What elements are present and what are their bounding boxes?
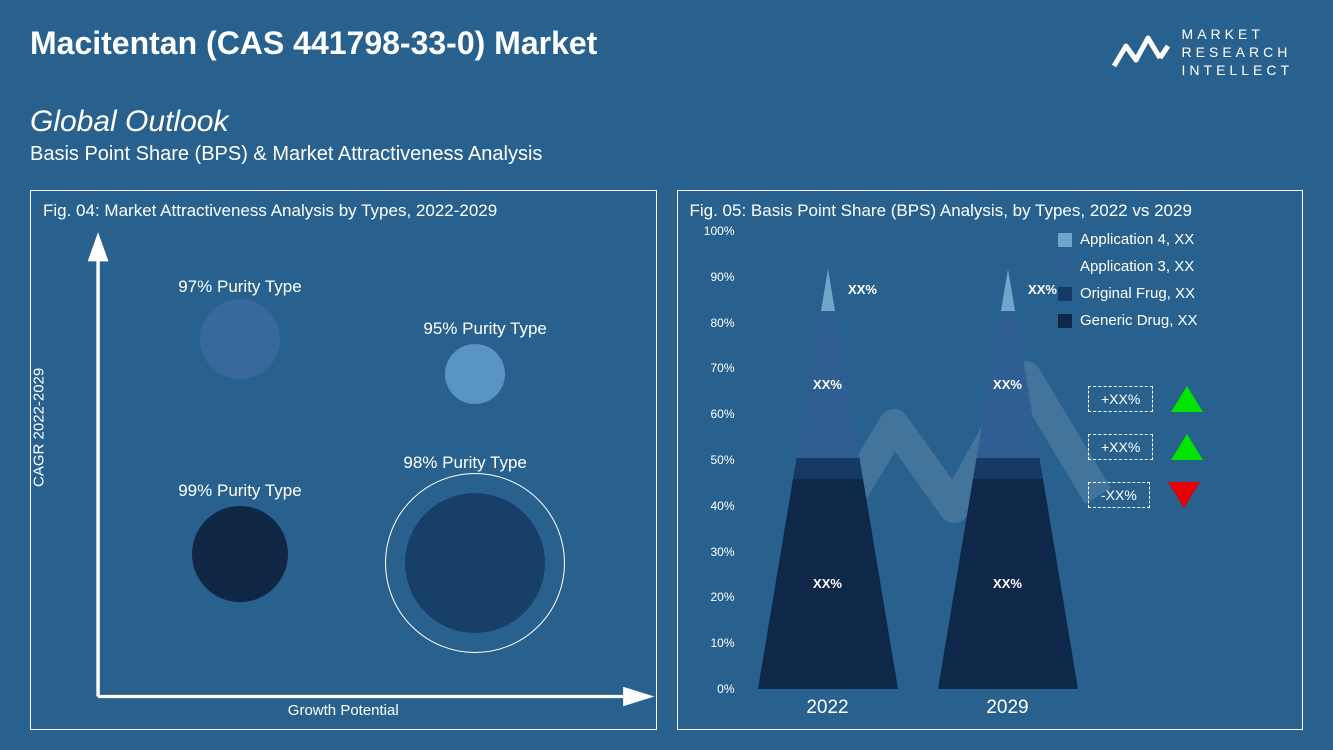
bps-ytick: 40%	[690, 499, 735, 513]
bps-legend: Application 4, XX Application 3, XX Origin…	[1058, 231, 1288, 526]
attractiveness-chart-caption: Fig. 04: Market Attractiveness Analysis …	[43, 201, 644, 221]
bubble	[192, 506, 288, 602]
triangle-down-icon	[1168, 482, 1200, 508]
legend-text: Application 4, XX	[1080, 231, 1194, 248]
bubble	[200, 299, 280, 379]
subtitle: Global Outlook Basis Point Share (BPS) &…	[30, 105, 542, 166]
pyramid-segment	[1001, 269, 1015, 311]
subtitle-italic: Global Outlook	[30, 105, 542, 139]
legend-swatch	[1058, 233, 1072, 247]
pyramid-year-label: 2022	[806, 697, 848, 719]
bps-plot-area: XX%XX%XX%2022XX%XX%XX%2029	[738, 231, 1053, 689]
change-value: +XX%	[1088, 386, 1153, 412]
change-row: +XX%	[1088, 434, 1288, 460]
legend-swatch	[1058, 314, 1072, 328]
bps-ytick: 60%	[690, 407, 735, 421]
pyramid-segment-label: XX%	[813, 377, 842, 392]
logo-line3: INTELLECT	[1182, 61, 1293, 79]
change-row: -XX%	[1088, 482, 1288, 508]
bps-ytick: 30%	[690, 545, 735, 559]
bubble-label: 99% Purity Type	[178, 481, 301, 501]
logo-line2: RESEARCH	[1182, 43, 1293, 61]
bubble-label: 95% Purity Type	[423, 319, 546, 339]
attractiveness-chart: Fig. 04: Market Attractiveness Analysis …	[30, 190, 657, 730]
bps-ytick: 90%	[690, 270, 735, 284]
legend-item: Application 3, XX	[1058, 258, 1288, 275]
pyramid-segment-label: XX%	[848, 282, 877, 297]
pyramid-2029: XX%XX%XX%2029	[938, 269, 1078, 689]
bubble	[405, 493, 545, 633]
legend-text: Original Frug, XX	[1080, 285, 1195, 302]
legend-text: Generic Drug, XX	[1080, 312, 1198, 329]
legend-text: Application 3, XX	[1080, 258, 1194, 275]
pyramid-year-label: 2029	[986, 697, 1028, 719]
scatter-area: 97% Purity Type 95% Purity Type 99% Purity…	[101, 231, 636, 679]
brand-logo: MARKET RESEARCH INTELLECT	[1112, 25, 1293, 80]
pyramid-segment	[973, 458, 1043, 479]
change-value: -XX%	[1088, 482, 1150, 508]
bps-ytick: 20%	[690, 590, 735, 604]
bubble-label: 98% Purity Type	[403, 453, 526, 473]
bps-ytick: 80%	[690, 316, 735, 330]
brand-logo-text: MARKET RESEARCH INTELLECT	[1182, 25, 1293, 80]
pyramid-segment-label: XX%	[993, 576, 1022, 591]
legend-item: Application 4, XX	[1058, 231, 1288, 248]
pyramid-segment-label: XX%	[813, 576, 842, 591]
bps-chart-caption: Fig. 05: Basis Point Share (BPS) Analysi…	[690, 201, 1291, 221]
change-value: +XX%	[1088, 434, 1153, 460]
triangle-up-icon	[1171, 386, 1203, 412]
pyramid-segment	[821, 269, 835, 311]
pyramid-segment-label: XX%	[993, 377, 1022, 392]
bubble-label: 97% Purity Type	[178, 277, 301, 297]
bps-ytick: 70%	[690, 361, 735, 375]
pyramid-segment-label: XX%	[1028, 282, 1057, 297]
change-row: +XX%	[1088, 386, 1288, 412]
bps-ytick: 10%	[690, 636, 735, 650]
pyramid-2022: XX%XX%XX%2022	[758, 269, 898, 689]
legend-item: Original Frug, XX	[1058, 285, 1288, 302]
logo-line1: MARKET	[1182, 25, 1293, 43]
legend-swatch	[1058, 260, 1072, 274]
brand-logo-icon	[1112, 32, 1172, 72]
bubble	[445, 344, 505, 404]
bps-chart: Fig. 05: Basis Point Share (BPS) Analysi…	[677, 190, 1304, 730]
legend-swatch	[1058, 287, 1072, 301]
subtitle-sub: Basis Point Share (BPS) & Market Attract…	[30, 143, 542, 166]
bps-ytick: 0%	[690, 682, 735, 696]
pyramid-segment	[793, 458, 863, 479]
chart-panels: Fig. 04: Market Attractiveness Analysis …	[30, 190, 1303, 730]
bps-ytick: 100%	[690, 224, 735, 238]
legend-item: Generic Drug, XX	[1058, 312, 1288, 329]
page-title: Macitentan (CAS 441798-33-0) Market	[30, 25, 597, 62]
bps-ytick: 50%	[690, 453, 735, 467]
triangle-up-icon	[1171, 434, 1203, 460]
bps-yaxis: 0%10%20%30%40%50%60%70%80%90%100%	[690, 231, 735, 689]
